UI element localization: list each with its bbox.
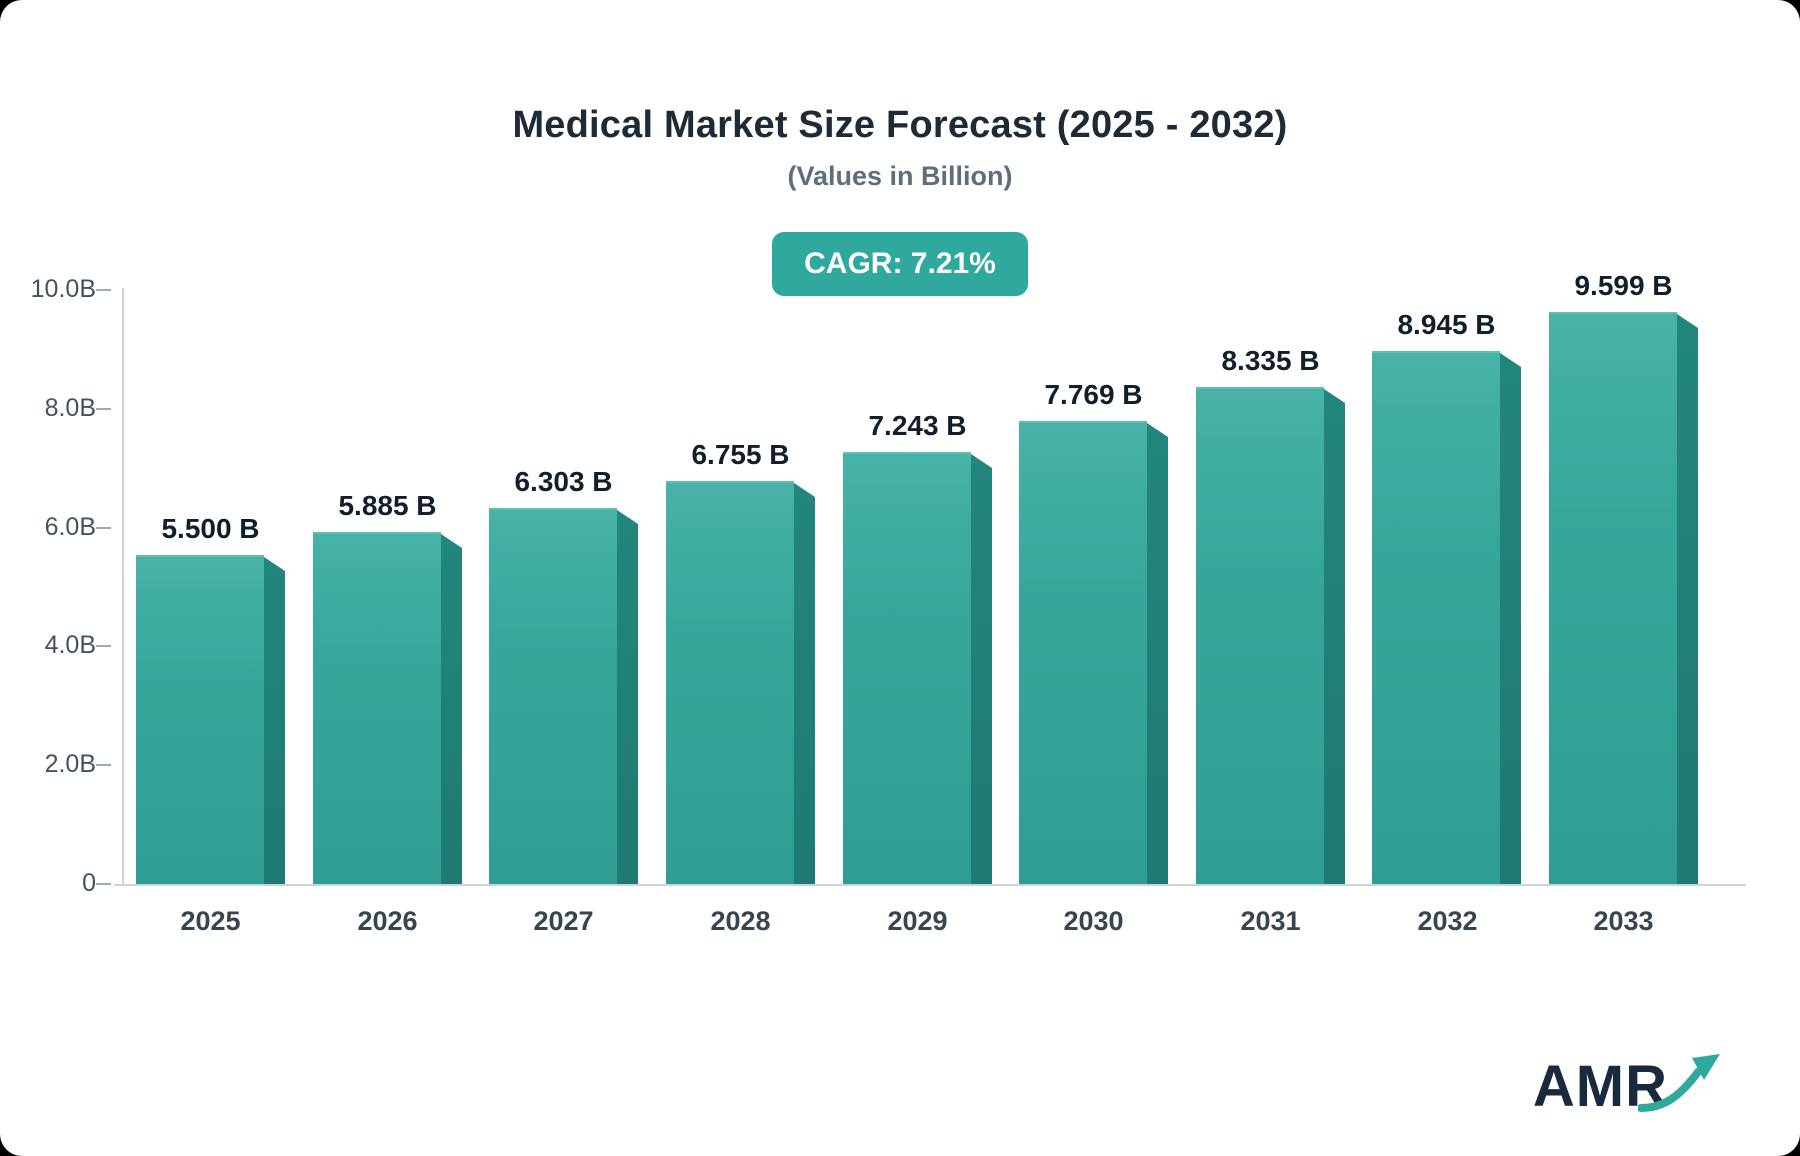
x-tick-label: 2033 — [1593, 906, 1654, 936]
bar-value-label: 5.885 B — [338, 490, 437, 521]
x-axis-line — [114, 883, 1746, 886]
y-tick-dash — [96, 526, 111, 529]
bar-group: 6.303 B — [489, 466, 638, 884]
bar — [136, 555, 264, 884]
bar-side-shade — [971, 454, 992, 884]
x-tick-label: 2029 — [887, 906, 948, 936]
bar-group: 7.769 B — [1019, 379, 1168, 884]
x-tick-label: 2025 — [180, 906, 241, 936]
x-tick-label: 2028 — [710, 906, 771, 936]
x-tick-label: 2032 — [1417, 906, 1478, 936]
bar-group: 5.500 B — [136, 513, 285, 884]
x-tick-label: 2031 — [1240, 906, 1301, 936]
bar — [1019, 421, 1147, 884]
bar-side-shade — [1324, 389, 1345, 884]
bar-value-label: 5.500 B — [161, 513, 260, 544]
bar-value-label: 8.335 B — [1221, 345, 1320, 376]
bar-value-label: 6.755 B — [691, 439, 790, 470]
amr-logo: AMR — [1533, 1054, 1722, 1116]
bar-value-label: 8.945 B — [1397, 309, 1496, 340]
bar-side-shade — [794, 483, 815, 884]
y-tick-dash — [96, 289, 111, 291]
y-axis-line — [122, 288, 124, 884]
bar — [1372, 351, 1500, 884]
bar-side-shade — [1147, 423, 1168, 884]
bar — [843, 452, 971, 884]
y-tick-label: 2.0B — [44, 750, 96, 779]
bar — [1549, 312, 1677, 884]
chart-subtitle: (Values in Billion) — [787, 161, 1013, 191]
bar-group: 7.243 B — [843, 410, 992, 884]
bar-value-label: 7.243 B — [868, 410, 967, 441]
bar — [489, 508, 617, 884]
y-tick-label: 8.0B — [44, 393, 96, 422]
bar-side-shade — [1677, 314, 1698, 884]
bar-side-shade — [617, 510, 638, 884]
x-tick-label: 2026 — [357, 906, 418, 936]
bar — [313, 532, 441, 884]
bar-side-shade — [264, 557, 285, 884]
x-tick-label: 2030 — [1063, 906, 1124, 936]
bar-group: 8.335 B — [1196, 345, 1345, 884]
y-tick-dash — [96, 883, 111, 885]
bar — [1196, 387, 1324, 884]
bar-group: 6.755 B — [666, 439, 815, 884]
cagr-badge: CAGR: 7.21% — [772, 232, 1028, 296]
y-tick-dash — [96, 407, 111, 410]
bar — [666, 481, 794, 884]
x-tick-label: 2027 — [533, 906, 594, 936]
bar-value-label: 6.303 B — [514, 466, 613, 497]
bar-side-shade — [441, 534, 462, 884]
y-tick-dash — [96, 645, 111, 648]
bar-group: 9.599 B — [1549, 270, 1698, 884]
logo-arrow-icon — [1638, 1054, 1720, 1112]
bar-group: 5.885 B — [313, 490, 462, 884]
y-tick-label: 0 — [82, 869, 96, 897]
bar-group: 8.945 B — [1372, 309, 1521, 884]
plot-area: 0 2.0B 4.0B 6.0B 8.0B 10.0B 5.500 B 2025 5.885 B… — [31, 270, 1746, 936]
chart-header: Medical Market Size Forecast (2025 - 203… — [0, 0, 1800, 296]
y-tick-label: 10.0B — [30, 275, 96, 303]
y-tick-label: 4.0B — [44, 631, 96, 660]
chart-title: Medical Market Size Forecast (2025 - 203… — [512, 104, 1288, 146]
y-tick-dash — [96, 764, 111, 767]
y-tick-label: 6.0B — [44, 512, 96, 541]
bar-side-shade — [1500, 353, 1521, 884]
bar-value-label: 9.599 B — [1574, 270, 1673, 301]
bar-value-label: 7.769 B — [1044, 379, 1143, 410]
